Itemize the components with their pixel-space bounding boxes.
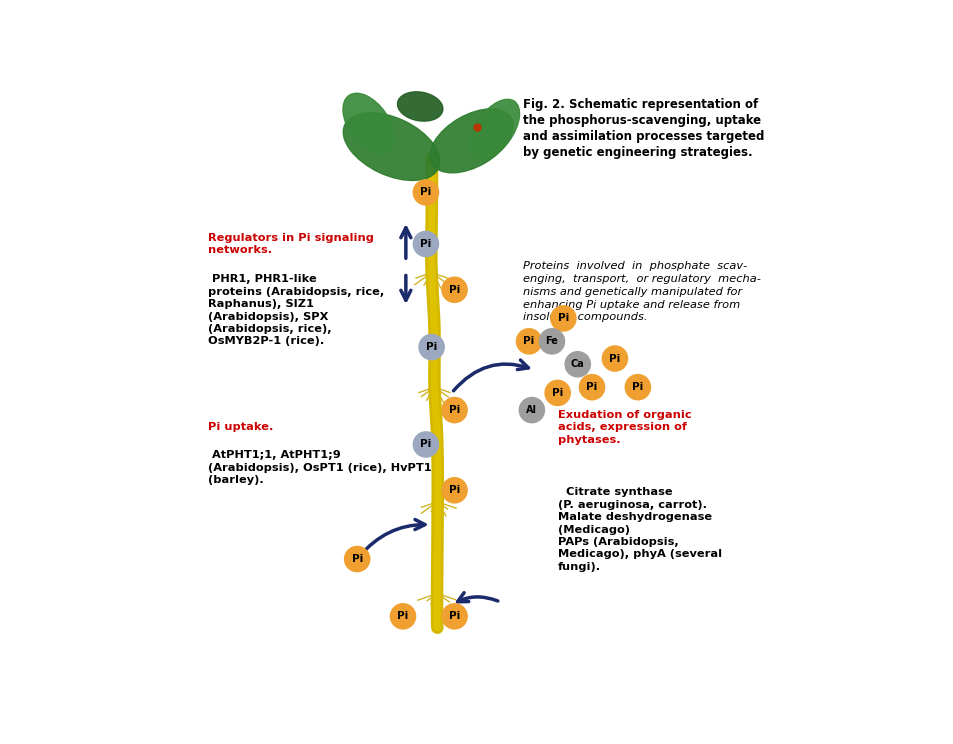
Text: Pi: Pi bbox=[449, 612, 459, 621]
Text: Regulators in Pi signaling
networks.: Regulators in Pi signaling networks. bbox=[208, 232, 374, 255]
Text: Proteins  involved  in  phosphate  scav-
enging,  transport,  or regulatory  mec: Proteins involved in phosphate scav- eng… bbox=[523, 261, 760, 322]
Text: Pi: Pi bbox=[586, 382, 597, 392]
Text: Pi: Pi bbox=[449, 405, 459, 415]
Circle shape bbox=[441, 478, 467, 503]
Text: Fe: Fe bbox=[545, 336, 558, 347]
Circle shape bbox=[441, 278, 467, 302]
Text: Pi: Pi bbox=[609, 353, 620, 364]
Circle shape bbox=[390, 603, 416, 629]
Text: Ca: Ca bbox=[570, 359, 584, 369]
Text: Al: Al bbox=[526, 405, 537, 415]
Text: Pi: Pi bbox=[420, 440, 431, 449]
Text: Pi: Pi bbox=[420, 187, 431, 197]
Text: AtPHT1;1, AtPHT1;9
(Arabidopsis), OsPT1 (rice), HvPT1
(barley).: AtPHT1;1, AtPHT1;9 (Arabidopsis), OsPT1 … bbox=[208, 450, 432, 485]
Text: Pi: Pi bbox=[397, 612, 408, 621]
Text: Pi: Pi bbox=[449, 285, 459, 295]
Circle shape bbox=[441, 397, 467, 423]
Circle shape bbox=[441, 603, 467, 629]
Ellipse shape bbox=[430, 109, 513, 173]
Circle shape bbox=[344, 546, 370, 571]
Text: Fig. 2. Schematic representation of
the phosphorus-scavenging, uptake
and assimi: Fig. 2. Schematic representation of the … bbox=[523, 98, 764, 159]
Ellipse shape bbox=[469, 99, 519, 159]
Circle shape bbox=[601, 346, 627, 371]
Text: Pi: Pi bbox=[558, 313, 568, 324]
Circle shape bbox=[578, 374, 604, 400]
Circle shape bbox=[413, 432, 438, 457]
Text: Pi: Pi bbox=[426, 342, 436, 352]
Circle shape bbox=[564, 352, 590, 377]
Circle shape bbox=[413, 231, 438, 257]
Circle shape bbox=[624, 374, 650, 400]
Ellipse shape bbox=[342, 93, 394, 154]
Ellipse shape bbox=[343, 112, 439, 181]
Text: Pi: Pi bbox=[552, 388, 562, 398]
Circle shape bbox=[538, 329, 564, 354]
Text: Pi uptake.: Pi uptake. bbox=[208, 422, 274, 432]
Text: Pi: Pi bbox=[632, 382, 643, 392]
Text: Pi: Pi bbox=[351, 554, 362, 564]
Circle shape bbox=[413, 180, 438, 205]
Text: Citrate synthase
(P. aeruginosa, carrot).
Malate deshydrogenase
(Medicago)
PAPs : Citrate synthase (P. aeruginosa, carrot)… bbox=[558, 487, 721, 572]
Text: Pi: Pi bbox=[523, 336, 534, 347]
Circle shape bbox=[550, 306, 576, 331]
Circle shape bbox=[418, 335, 444, 359]
Text: Exudation of organic
acids, expression of
phytases.: Exudation of organic acids, expression o… bbox=[558, 410, 691, 445]
Circle shape bbox=[516, 329, 541, 354]
Ellipse shape bbox=[397, 92, 442, 121]
Text: PHR1, PHR1-like
proteins (Arabidopsis, rice,
Raphanus), SIZ1
(Arabidopsis), SPX
: PHR1, PHR1-like proteins (Arabidopsis, r… bbox=[208, 275, 384, 346]
Text: Pi: Pi bbox=[420, 239, 431, 249]
Text: Pi: Pi bbox=[449, 485, 459, 496]
Circle shape bbox=[544, 380, 570, 405]
Circle shape bbox=[518, 397, 544, 423]
